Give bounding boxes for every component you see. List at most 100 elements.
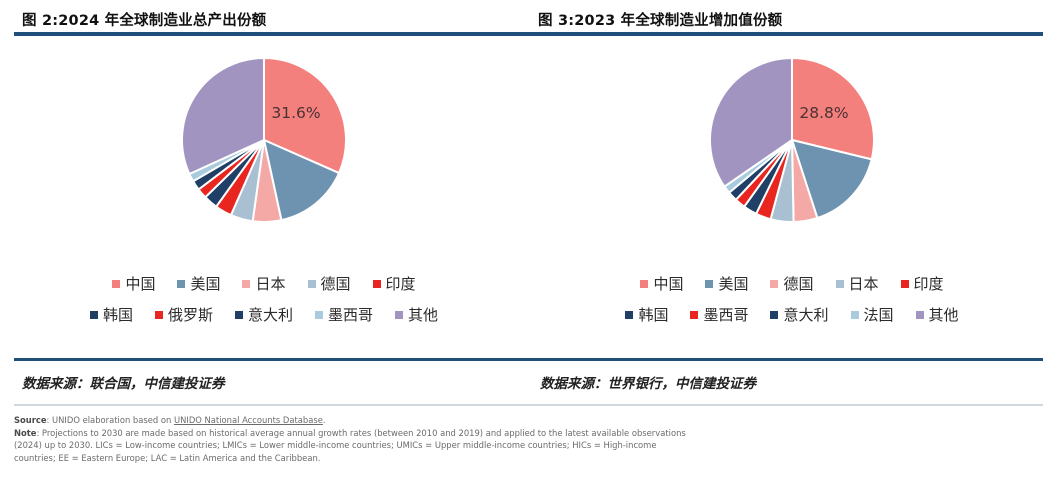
legend-item-美国[interactable]: 美国: [177, 273, 220, 294]
legend-swatch-icon: [177, 279, 186, 288]
footnote-source-key: Source: [14, 415, 47, 425]
legend-swatch-icon: [850, 310, 859, 319]
legend-swatch-icon: [900, 279, 909, 288]
source-cell-left: 数据来源：联合国，中信建投证券: [0, 372, 528, 392]
legend-label: 德国: [320, 275, 351, 293]
pie-chart-3: 28.8%: [709, 56, 875, 224]
legend-label: 墨西哥: [703, 306, 749, 324]
legend-label: 中国: [125, 275, 156, 293]
panel-figure-2: 31.6% 中国 美国 日本 德国 印度 韩国 俄罗斯 意大利 墨西哥 其他: [0, 40, 528, 350]
legend-item-意大利[interactable]: 意大利: [234, 304, 293, 325]
pie-slice-其他[interactable]: [709, 56, 793, 188]
legend-swatch-icon: [154, 310, 163, 319]
legend-swatch-icon: [915, 310, 924, 319]
legend-swatch-icon: [372, 279, 381, 288]
panel-head-right: 图 3:2023 年全球制造业增加值份额: [528, 0, 1056, 30]
legend-row: 中国 美国 日本 德国 印度: [0, 268, 528, 299]
legend-label: 德国: [783, 275, 814, 293]
legend-label: 韩国: [102, 306, 133, 324]
legend-label: 其他: [928, 306, 959, 324]
charts-area: 31.6% 中国 美国 日本 德国 印度 韩国 俄罗斯 意大利 墨西哥 其他 28.8% 中国 美…: [0, 40, 1056, 350]
legend-swatch-icon: [690, 310, 699, 319]
legend-item-其他[interactable]: 其他: [915, 304, 959, 325]
legend-row: 韩国 墨西哥 意大利 法国 其他: [528, 299, 1056, 330]
legend-label: 美国: [718, 275, 749, 293]
legend-item-德国[interactable]: 德国: [307, 273, 351, 294]
source-cell-right: 数据来源：世界银行，中信建投证券: [528, 372, 1056, 392]
legend-swatch-icon: [242, 279, 251, 288]
pie-chart-2-wrap: 31.6%: [0, 40, 528, 255]
legend-item-其他[interactable]: 其他: [395, 304, 438, 325]
legend-item-韩国[interactable]: 韩国: [89, 304, 133, 325]
legend-label: 俄罗斯: [167, 306, 213, 324]
legend-item-美国[interactable]: 美国: [705, 273, 748, 294]
legend-swatch-icon: [315, 310, 323, 319]
figure-3-title: 图 3:2023 年全球制造业增加值份额: [538, 13, 783, 29]
source-text-figure-2: 数据来源：联合国，中信建投证券: [22, 376, 225, 392]
footnote-source-text: : UNIDO elaboration based on: [46, 415, 174, 425]
legend-row: 韩国 俄罗斯 意大利 墨西哥 其他: [0, 299, 528, 330]
legend-label: 日本: [848, 275, 879, 293]
figure-2-title: 图 2:2024 年全球制造业总产出份额: [22, 13, 267, 29]
pie-slice-中国[interactable]: [263, 56, 347, 175]
footnote-note-text: : Projections to 2030 are made based on …: [14, 427, 686, 463]
legend-swatch-icon: [770, 279, 779, 288]
footnote-note-line: Note: Projections to 2030 are made based…: [14, 427, 694, 465]
legend-item-德国[interactable]: 德国: [770, 273, 814, 294]
legend-swatch-icon: [234, 310, 243, 319]
sources-row: 数据来源：联合国，中信建投证券 数据来源：世界银行，中信建投证券: [0, 372, 1056, 392]
pie-slice-美国[interactable]: [262, 138, 341, 222]
source-text-figure-3: 数据来源：世界银行，中信建投证券: [540, 376, 756, 392]
legend-swatch-icon: [89, 310, 98, 319]
legend-item-日本[interactable]: 日本: [835, 273, 879, 294]
legend-swatch-icon: [835, 279, 844, 288]
legend-item-意大利[interactable]: 意大利: [770, 304, 829, 325]
footnote-divider: [14, 404, 1043, 406]
legend-figure-2: 中国 美国 日本 德国 印度 韩国 俄罗斯 意大利 墨西哥 其他: [0, 268, 528, 330]
titles-row: 图 2:2024 年全球制造业总产出份额 图 3:2023 年全球制造业增加值份…: [0, 0, 1056, 30]
legend-label: 其他: [408, 306, 439, 324]
legend-item-中国[interactable]: 中国: [112, 273, 155, 294]
legend-item-墨西哥[interactable]: 墨西哥: [315, 304, 373, 325]
legend-label: 墨西哥: [328, 306, 374, 324]
legend-item-印度[interactable]: 印度: [372, 273, 416, 294]
pie-data-label: 28.8%: [799, 104, 848, 122]
legend-label: 意大利: [247, 306, 293, 324]
legend-item-日本[interactable]: 日本: [242, 273, 286, 294]
legend-label: 中国: [653, 275, 684, 293]
legend-swatch-icon: [307, 279, 316, 288]
legend-label: 美国: [190, 275, 221, 293]
legend-label: 韩国: [638, 306, 669, 324]
legend-item-法国[interactable]: 法国: [850, 304, 894, 325]
source-divider: [14, 358, 1043, 361]
legend-item-俄罗斯[interactable]: 俄罗斯: [154, 304, 213, 325]
legend-item-韩国[interactable]: 韩国: [625, 304, 668, 325]
legend-swatch-icon: [112, 279, 121, 288]
legend-item-墨西哥[interactable]: 墨西哥: [690, 304, 748, 325]
legend-label: 日本: [255, 275, 286, 293]
pie-chart-3-wrap: 28.8%: [528, 40, 1056, 255]
footnote-source-line: Source: UNIDO elaboration based on UNIDO…: [14, 414, 694, 427]
footnote-source-link[interactable]: UNIDO National Accounts Database: [173, 415, 323, 425]
footnote-block: Source: UNIDO elaboration based on UNIDO…: [14, 414, 694, 464]
footnote-note-key: Note: [14, 427, 37, 438]
panel-head-left: 图 2:2024 年全球制造业总产出份额: [0, 0, 528, 30]
legend-row: 中国 美国 德国 日本 印度: [528, 268, 1056, 299]
footnote-source-tail: .: [322, 415, 326, 425]
legend-label: 意大利: [783, 306, 829, 324]
legend-label: 印度: [385, 275, 416, 293]
pie-data-label: 31.6%: [271, 104, 320, 122]
header-divider: [14, 32, 1043, 36]
legend-swatch-icon: [395, 310, 404, 319]
pie-chart-2: 31.6%: [181, 56, 347, 223]
legend-item-中国[interactable]: 中国: [640, 273, 683, 294]
legend-swatch-icon: [705, 279, 714, 288]
pie-slice-中国[interactable]: [791, 56, 875, 161]
legend-figure-3: 中国 美国 德国 日本 印度 韩国 墨西哥 意大利 法国 其他: [528, 268, 1056, 330]
panel-figure-3: 28.8% 中国 美国 德国 日本 印度 韩国 墨西哥 意大利 法国 其他: [528, 40, 1056, 350]
legend-swatch-icon: [625, 310, 634, 319]
legend-swatch-icon: [770, 310, 779, 319]
pie-slice-其他[interactable]: [181, 56, 265, 176]
legend-item-印度[interactable]: 印度: [900, 273, 944, 294]
